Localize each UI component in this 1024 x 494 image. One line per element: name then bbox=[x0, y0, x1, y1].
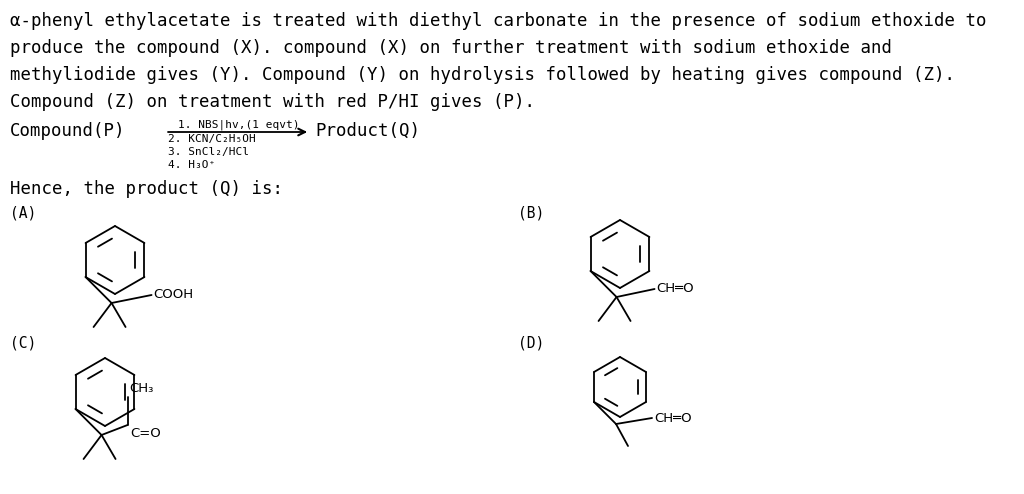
Text: 3. SnCl₂/HCl: 3. SnCl₂/HCl bbox=[168, 147, 249, 157]
Text: (D): (D) bbox=[518, 335, 544, 350]
Text: (C): (C) bbox=[10, 335, 36, 350]
Text: Compound (Z) on treatment with red P/HI gives (P).: Compound (Z) on treatment with red P/HI … bbox=[10, 93, 535, 111]
Text: C=O: C=O bbox=[130, 427, 162, 440]
Text: COOH: COOH bbox=[154, 288, 194, 301]
Text: (B): (B) bbox=[518, 205, 544, 220]
Text: CH═O: CH═O bbox=[656, 283, 694, 295]
Text: α-phenyl ethylacetate is treated with diethyl carbonate in the presence of sodiu: α-phenyl ethylacetate is treated with di… bbox=[10, 12, 986, 30]
Text: CH₃: CH₃ bbox=[130, 382, 154, 395]
Text: 4. H₃O⁺: 4. H₃O⁺ bbox=[168, 160, 215, 170]
Text: produce the compound (X). compound (X) on further treatment with sodium ethoxide: produce the compound (X). compound (X) o… bbox=[10, 39, 892, 57]
Text: 2. KCN/C₂H₅OH: 2. KCN/C₂H₅OH bbox=[168, 134, 256, 144]
Text: 1. NBS|hv,(1 eqvt): 1. NBS|hv,(1 eqvt) bbox=[178, 120, 300, 130]
Text: Compound(P): Compound(P) bbox=[10, 122, 126, 140]
Text: Product(Q): Product(Q) bbox=[315, 122, 420, 140]
Text: Hence, the product (Q) is:: Hence, the product (Q) is: bbox=[10, 180, 283, 198]
Text: (A): (A) bbox=[10, 205, 36, 220]
Text: CH═O: CH═O bbox=[654, 412, 691, 424]
Text: methyliodide gives (Y). Compound (Y) on hydrolysis followed by heating gives com: methyliodide gives (Y). Compound (Y) on … bbox=[10, 66, 955, 84]
